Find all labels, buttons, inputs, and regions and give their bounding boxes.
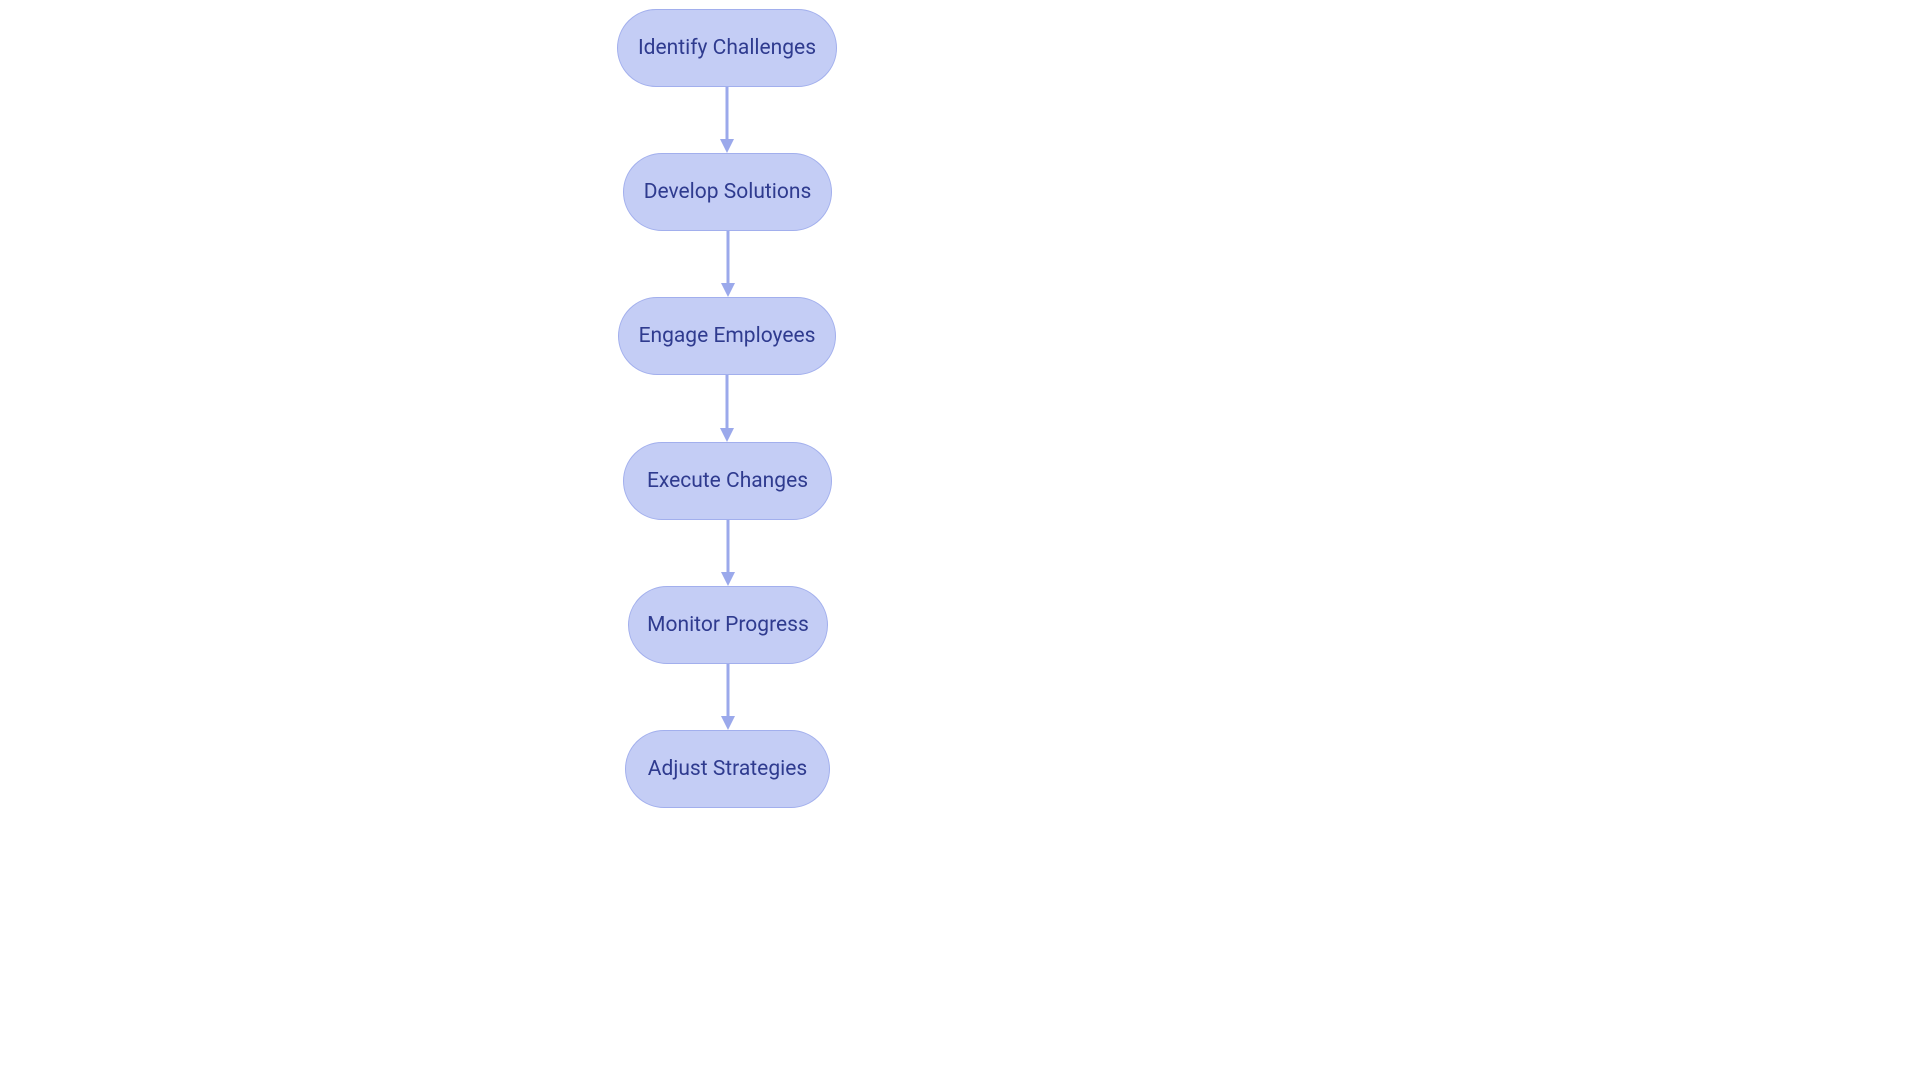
flow-node-label: Monitor Progress [647, 613, 809, 637]
flow-node: Monitor Progress [628, 586, 828, 664]
flow-arrow [718, 520, 738, 586]
flow-node: Identify Challenges [617, 9, 837, 87]
flow-node-label: Identify Challenges [638, 36, 816, 60]
flow-node-label: Engage Employees [639, 324, 816, 348]
flowchart-canvas: Identify Challenges Develop Solutions Enga… [0, 0, 1920, 1083]
flow-node-label: Adjust Strategies [648, 757, 807, 781]
flow-node: Engage Employees [618, 297, 836, 375]
flow-arrow [718, 231, 738, 297]
flow-node: Develop Solutions [623, 153, 832, 231]
flow-arrow [717, 375, 737, 442]
flow-arrow [717, 87, 737, 153]
flow-node-label: Develop Solutions [644, 180, 812, 204]
flow-node-label: Execute Changes [647, 469, 808, 493]
flow-node: Execute Changes [623, 442, 832, 520]
flow-arrow [718, 664, 738, 730]
flow-node: Adjust Strategies [625, 730, 830, 808]
